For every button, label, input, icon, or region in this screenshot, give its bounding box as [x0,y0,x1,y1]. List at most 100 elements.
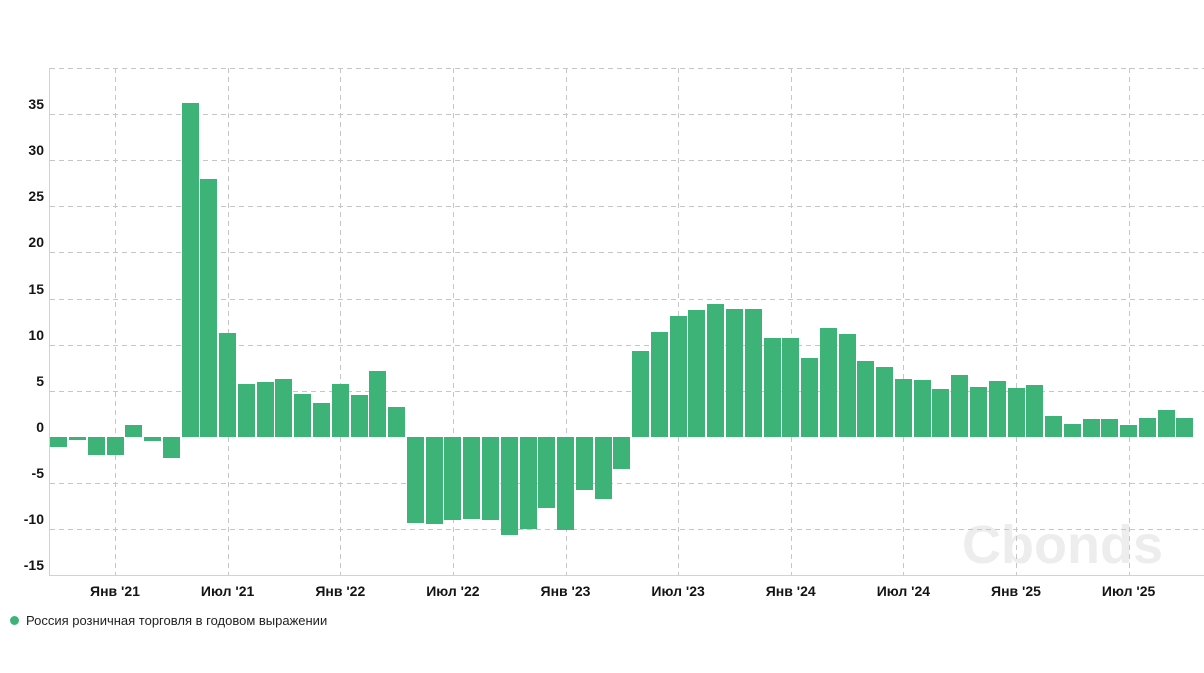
bar[interactable] [237,384,255,437]
bar[interactable] [1176,418,1194,437]
bar[interactable] [481,436,499,520]
bar[interactable] [650,331,668,437]
bar[interactable] [313,402,330,437]
x-tick-label: Янв '23 [540,583,591,599]
y-tick-label: 30 [28,142,44,159]
gridline-horizontal [49,528,1204,530]
gridline-horizontal [49,482,1204,484]
bar[interactable] [1138,418,1156,437]
x-tick-label: Янв '22 [315,583,366,599]
gridline-vertical [227,68,229,575]
bar[interactable] [1045,416,1062,437]
x-tick-label: Янв '25 [991,583,1041,599]
gridline-horizontal [49,390,1204,392]
bar[interactable] [144,436,162,442]
bar[interactable] [838,333,856,437]
bar[interactable] [744,308,762,437]
bar[interactable] [763,338,781,437]
bar[interactable] [1082,419,1100,437]
gridline-horizontal [49,114,1204,116]
bar[interactable] [369,371,387,437]
y-tick-label: 35 [28,96,44,113]
bar[interactable] [1007,387,1025,437]
bar[interactable] [519,436,537,529]
bar[interactable] [1157,410,1175,437]
legend-item-retail-trade[interactable]: Россия розничная торговля в годовом выра… [10,612,327,629]
gridline-vertical [1128,68,1130,575]
bar[interactable] [1063,423,1081,437]
bar[interactable] [538,436,556,508]
bar[interactable] [632,351,650,437]
gridline-vertical [903,68,905,575]
bar[interactable] [801,358,818,437]
bar[interactable] [406,436,424,524]
gridline-vertical [1016,68,1017,575]
x-tick-label: Июл '22 [426,583,480,599]
bar[interactable] [819,328,837,437]
y-tick-label: 5 [36,372,44,389]
bar[interactable] [425,436,443,525]
bar[interactable] [162,436,180,458]
bar[interactable] [463,436,481,519]
bar[interactable] [557,436,574,530]
bar[interactable] [669,316,687,437]
bar[interactable] [857,361,875,437]
gridline-horizontal [49,344,1204,346]
x-tick-label: Янв '21 [90,583,140,599]
bar[interactable] [969,386,987,437]
bar[interactable] [1101,419,1119,437]
bar[interactable] [500,436,518,536]
bar[interactable] [913,379,931,437]
bar[interactable] [106,436,124,456]
gridline-vertical [790,68,792,575]
cbonds-watermark: Cbonds [962,515,1163,575]
bar[interactable] [1026,385,1044,437]
bar[interactable] [575,436,593,491]
bar[interactable] [444,436,462,520]
bar[interactable] [725,308,743,437]
bar[interactable] [256,382,274,437]
y-tick-label: 25 [28,188,44,205]
bar[interactable] [988,380,1006,437]
bar[interactable] [181,103,199,437]
bar[interactable] [219,332,237,437]
bar[interactable] [50,436,68,447]
bar[interactable] [876,366,894,437]
x-tick-label: Июл '25 [1101,583,1156,599]
y-tick-label: -10 [23,510,44,527]
bar[interactable] [707,304,725,437]
bar[interactable] [613,436,631,469]
bar[interactable] [125,424,143,437]
legend-dot-icon [10,616,19,625]
x-tick-label: Июл '24 [876,583,931,599]
bar[interactable] [200,178,218,437]
bar[interactable] [69,436,86,441]
bar[interactable] [388,407,406,437]
bar[interactable] [594,436,612,500]
bar[interactable] [951,375,969,437]
gridline-horizontal [49,298,1204,300]
y-tick-label: 20 [28,234,44,251]
bar[interactable] [932,388,950,437]
gridline-horizontal [49,206,1204,208]
bar[interactable] [894,378,912,437]
gridline-horizontal [49,160,1204,162]
x-tick-label: Июл '21 [200,583,255,599]
y-tick-label: 0 [36,418,44,435]
bar[interactable] [275,378,293,437]
bar[interactable] [331,384,349,437]
y-tick-label: -5 [31,464,44,481]
gridline-vertical [115,68,116,575]
gridline-vertical [565,68,567,575]
bar[interactable] [1120,424,1138,437]
bar[interactable] [87,436,105,456]
y-tick-label: 15 [28,280,44,297]
bar[interactable] [350,395,368,437]
x-tick-label: Янв '24 [765,583,816,599]
bar[interactable] [782,338,800,437]
bar[interactable] [294,394,312,437]
bar[interactable] [688,310,706,437]
y-tick-label: 10 [28,326,44,343]
y-axis-line [49,68,50,575]
